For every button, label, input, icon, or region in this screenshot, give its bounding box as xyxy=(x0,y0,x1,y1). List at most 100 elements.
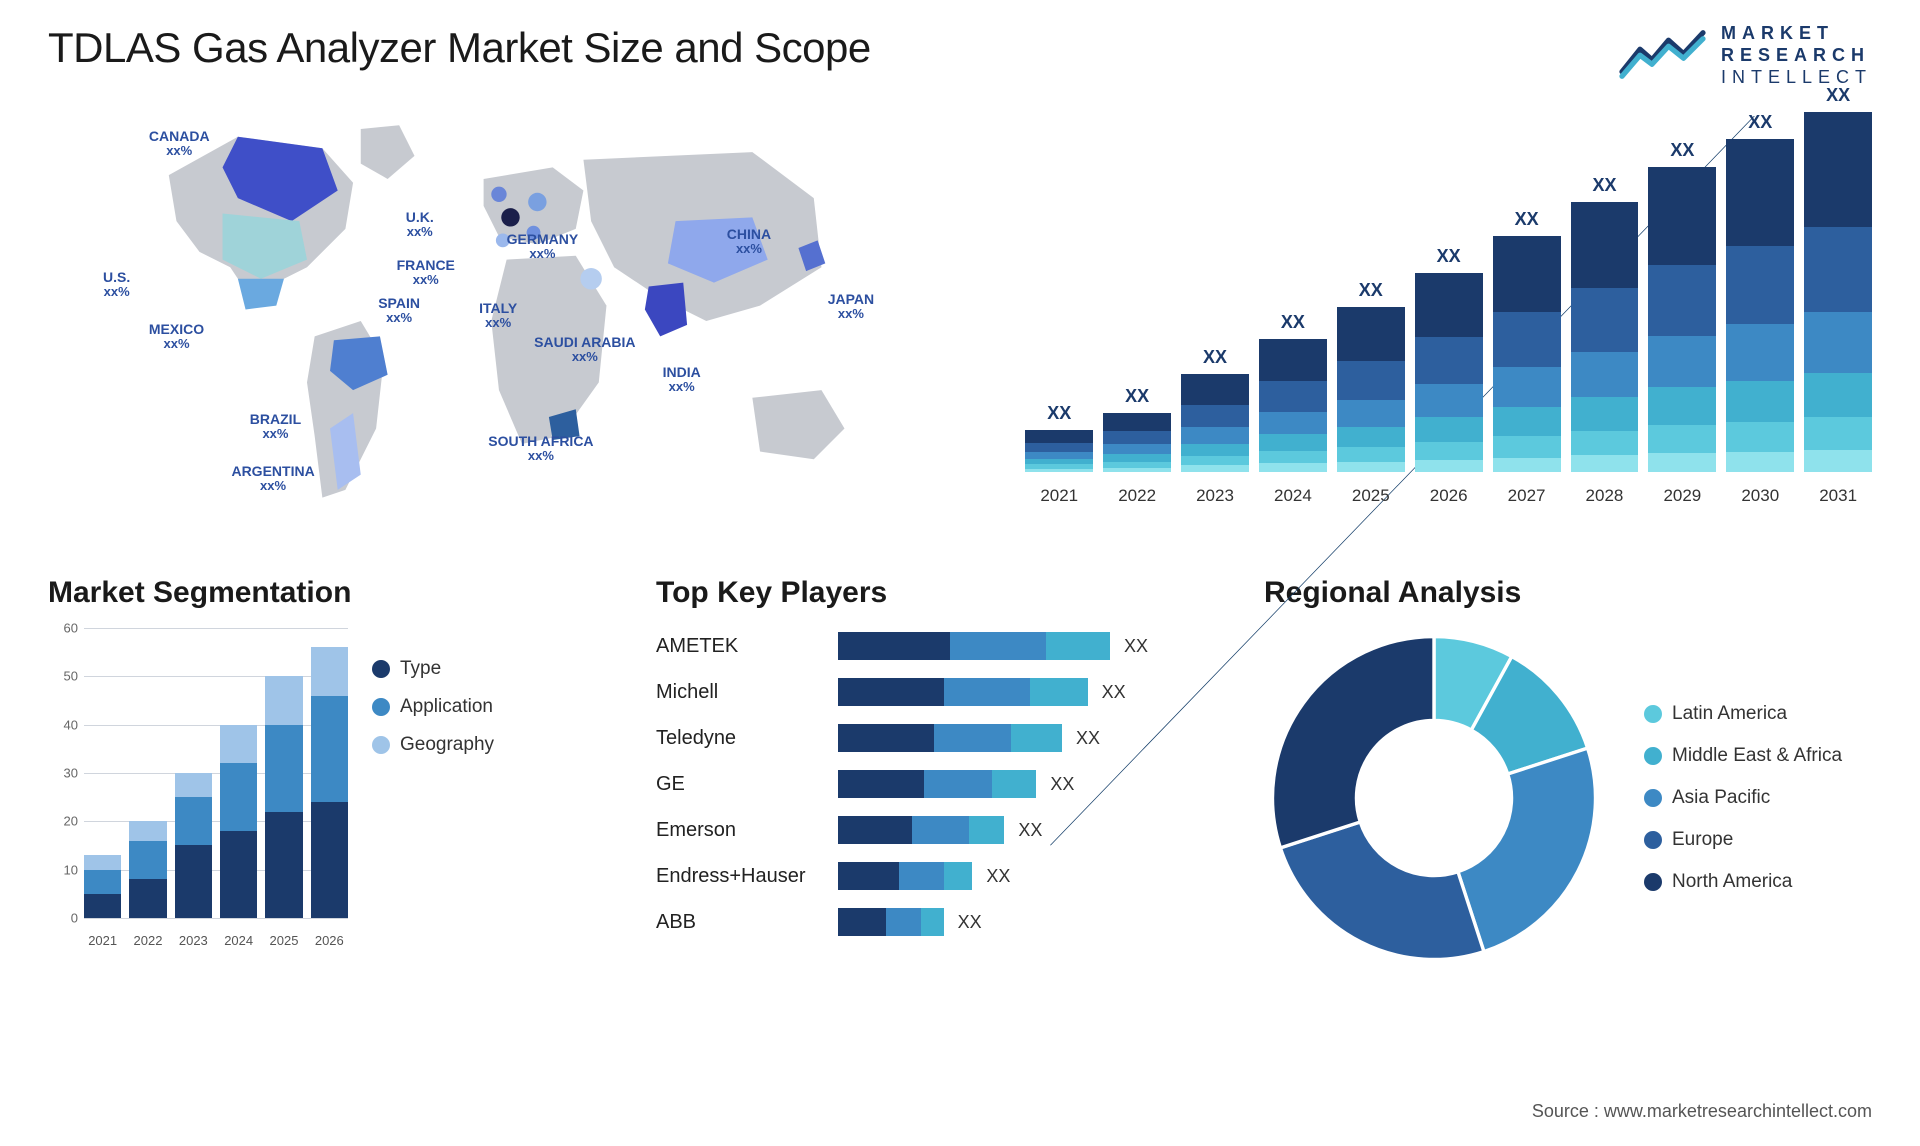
logo-mark-icon xyxy=(1619,25,1709,86)
seg-bar-2021 xyxy=(84,855,121,918)
regional-legend-item: Latin America xyxy=(1644,703,1842,725)
key-segment xyxy=(924,770,991,798)
seg-segment xyxy=(175,797,212,845)
seg-ylabel: 40 xyxy=(48,717,78,732)
key-player-bar-endress-hauser: XX xyxy=(838,862,1216,890)
growth-segment xyxy=(1493,436,1561,457)
growth-segment xyxy=(1259,434,1327,451)
seg-segment xyxy=(220,725,257,764)
growth-segment xyxy=(1804,373,1872,417)
key-players-title: Top Key Players xyxy=(656,576,1216,610)
key-player-value: XX xyxy=(1050,774,1074,795)
key-player-label: Michell xyxy=(656,678,826,706)
legend-label: Type xyxy=(400,658,441,680)
growth-segment xyxy=(1726,381,1794,422)
growth-segment xyxy=(1493,236,1561,312)
key-segment xyxy=(1011,724,1062,752)
seg-xlabel: 2025 xyxy=(265,933,302,948)
seg-ylabel: 0 xyxy=(48,911,78,926)
seg-segment xyxy=(84,855,121,869)
legend-label: Asia Pacific xyxy=(1672,787,1770,809)
seg-segment xyxy=(265,725,302,812)
map-label-mexico: MEXICOxx% xyxy=(149,321,204,352)
key-player-label: ABB xyxy=(656,908,826,936)
growth-segment xyxy=(1726,452,1794,472)
legend-dot-icon xyxy=(1644,831,1662,849)
growth-segment xyxy=(1415,417,1483,441)
logo-text-2: RESEARCH xyxy=(1721,46,1872,64)
growth-xlabel: 2029 xyxy=(1648,486,1716,506)
map-label-argentina: ARGENTINAxx% xyxy=(231,463,314,494)
growth-xlabel: 2026 xyxy=(1415,486,1483,506)
growth-bar-value: XX xyxy=(1748,112,1772,133)
seg-segment xyxy=(175,773,212,797)
growth-bar-2031: XX xyxy=(1804,85,1872,472)
growth-segment xyxy=(1571,397,1639,430)
key-segment xyxy=(921,908,943,936)
page-title: TDLAS Gas Analyzer Market Size and Scope xyxy=(48,24,871,72)
seg-xlabel: 2022 xyxy=(129,933,166,948)
key-player-value: XX xyxy=(958,912,982,933)
key-player-value: XX xyxy=(1076,728,1100,749)
legend-label: Europe xyxy=(1672,829,1733,851)
segmentation-title: Market Segmentation xyxy=(48,576,608,610)
legend-label: Application xyxy=(400,696,493,718)
seg-segment xyxy=(129,821,166,840)
key-player-value: XX xyxy=(1124,636,1148,657)
regional-legend-item: Asia Pacific xyxy=(1644,787,1842,809)
map-label-germany: GERMANYxx% xyxy=(507,231,579,262)
legend-dot-icon xyxy=(372,698,390,716)
key-segment xyxy=(912,816,970,844)
growth-segment xyxy=(1571,202,1639,289)
growth-segment xyxy=(1181,444,1249,456)
growth-xlabel: 2030 xyxy=(1726,486,1794,506)
seg-bar-2025 xyxy=(265,676,302,918)
key-player-label: AMETEK xyxy=(656,632,826,660)
growth-segment xyxy=(1337,462,1405,472)
seg-segment xyxy=(311,647,348,695)
key-segment xyxy=(838,770,924,798)
growth-segment xyxy=(1025,452,1093,459)
growth-segment xyxy=(1103,468,1171,472)
key-segment xyxy=(1046,632,1110,660)
seg-segment xyxy=(311,696,348,802)
seg-segment xyxy=(129,879,166,918)
key-segment xyxy=(838,908,886,936)
seg-segment xyxy=(129,841,166,880)
growth-xlabel: 2027 xyxy=(1493,486,1561,506)
growth-xlabel: 2022 xyxy=(1103,486,1171,506)
legend-dot-icon xyxy=(1644,705,1662,723)
growth-bar-value: XX xyxy=(1437,246,1461,267)
growth-segment xyxy=(1025,430,1093,443)
growth-segment xyxy=(1181,374,1249,405)
legend-dot-icon xyxy=(1644,747,1662,765)
growth-bar-value: XX xyxy=(1203,347,1227,368)
brand-logo: MARKET RESEARCH INTELLECT xyxy=(1619,24,1872,86)
donut-slice-north-america xyxy=(1273,637,1435,848)
seg-segment xyxy=(265,676,302,724)
seg-ylabel: 60 xyxy=(48,621,78,636)
key-segment xyxy=(838,862,899,890)
growth-bar-value: XX xyxy=(1359,280,1383,301)
seg-bar-2022 xyxy=(129,821,166,918)
regional-title: Regional Analysis xyxy=(1264,576,1872,610)
growth-bar-2026: XX xyxy=(1415,246,1483,472)
growth-bar-value: XX xyxy=(1592,175,1616,196)
key-segment xyxy=(944,862,973,890)
key-segment xyxy=(899,862,944,890)
seg-gridline xyxy=(84,918,348,919)
seg-segment xyxy=(220,763,257,831)
donut-slice-asia-pacific xyxy=(1458,748,1596,952)
growth-segment xyxy=(1103,413,1171,431)
key-segment xyxy=(950,632,1046,660)
key-player-bar-ge: XX xyxy=(838,770,1216,798)
key-player-bar-emerson: XX xyxy=(838,816,1216,844)
growth-segment xyxy=(1648,336,1716,387)
map-label-saudi-arabia: SAUDI ARABIAxx% xyxy=(534,334,635,365)
legend-label: North America xyxy=(1672,871,1792,893)
map-label-canada: CANADAxx% xyxy=(149,128,210,159)
growth-bar-2021: XX xyxy=(1025,403,1093,472)
growth-segment xyxy=(1804,227,1872,312)
growth-segment xyxy=(1726,139,1794,246)
growth-segment xyxy=(1571,352,1639,398)
